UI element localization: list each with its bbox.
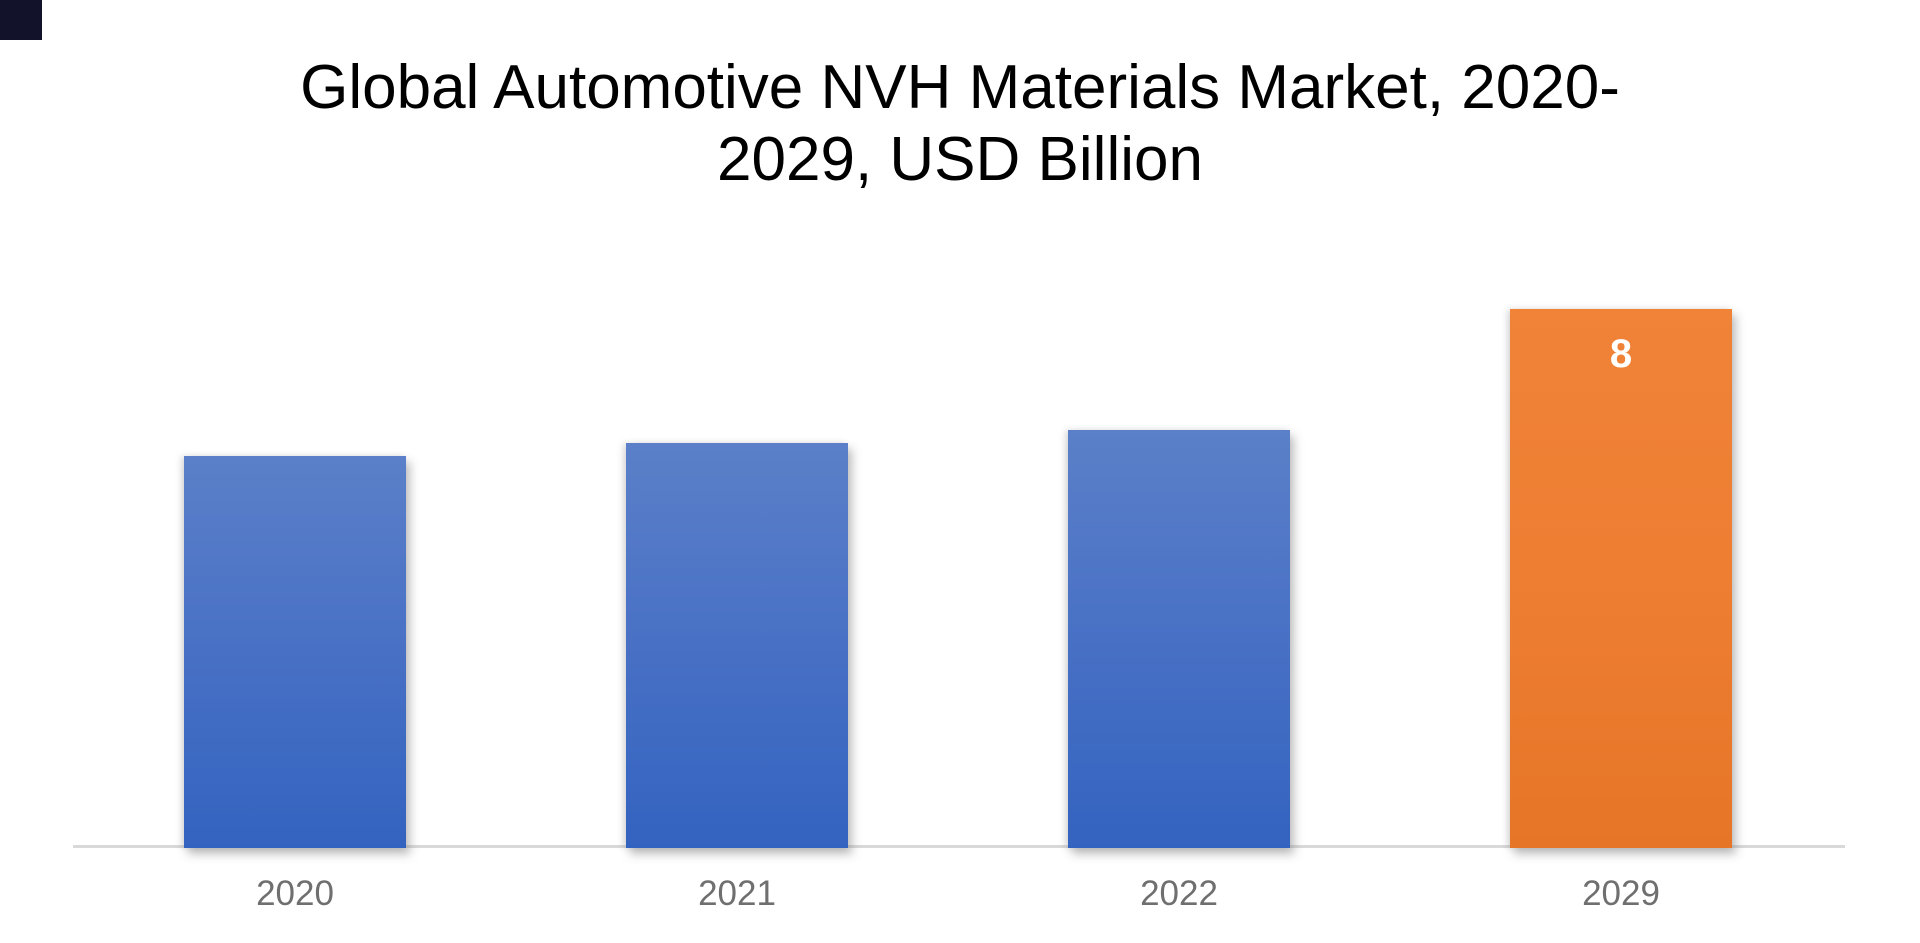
x-axis-line (73, 845, 1845, 848)
bar-2021 (626, 443, 848, 848)
bar-2022 (1068, 430, 1290, 848)
x-axis-label-2021: 2021 (698, 874, 776, 913)
x-axis-label-2022: 2022 (1140, 874, 1218, 913)
x-axis-label-2029: 2029 (1582, 874, 1660, 913)
x-axis-label-2020: 2020 (256, 874, 334, 913)
chart-title-line-1: Global Automotive NVH Materials Market, … (300, 53, 1620, 122)
corner-mark (0, 0, 42, 40)
chart-title-line-2: 2029, USD Billion (717, 124, 1203, 194)
chart-title: Global Automotive NVH Materials Market, … (0, 52, 1920, 196)
bar-2020 (184, 456, 406, 848)
bar-value-label-2029: 8 (1609, 332, 1633, 376)
bar-2029 (1510, 309, 1732, 848)
